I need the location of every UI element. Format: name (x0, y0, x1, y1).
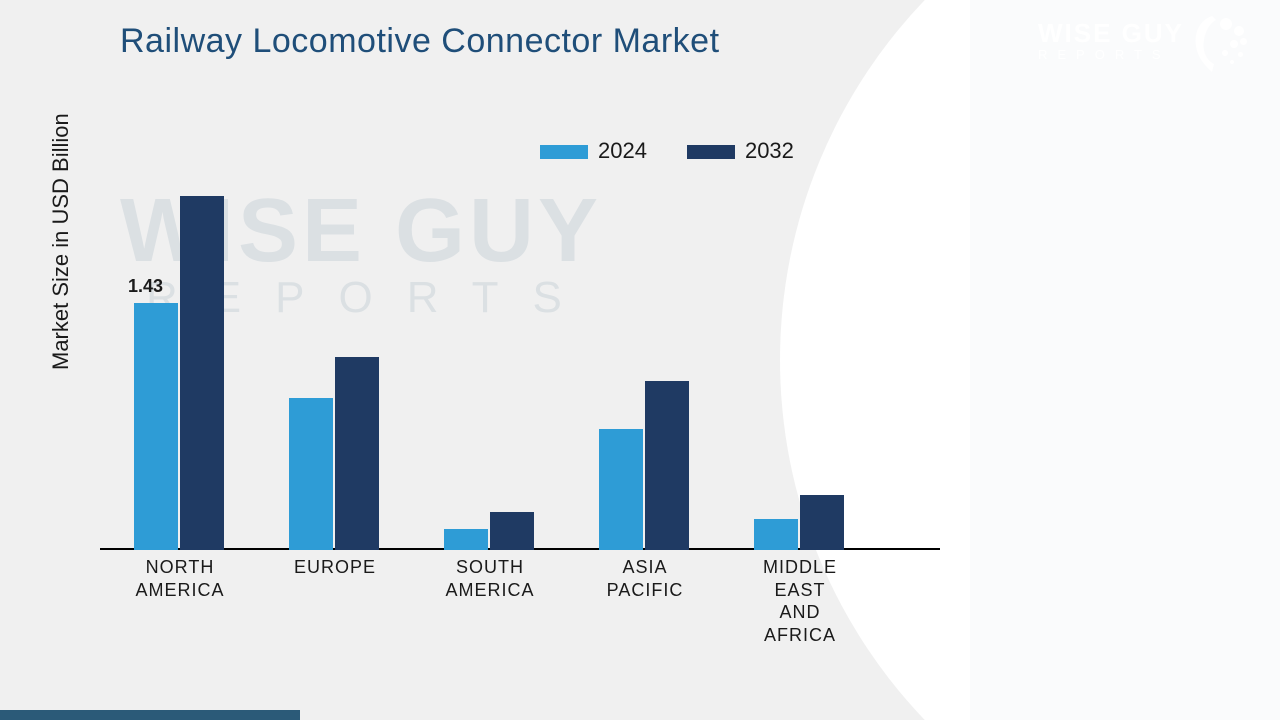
legend-label-2032: 2032 (745, 138, 794, 163)
bar-2032 (800, 495, 844, 550)
legend-item-2032: 2032 (687, 138, 794, 164)
brand-line2: REPORTS (1038, 47, 1184, 62)
category-label: MIDDLEEASTANDAFRICA (735, 556, 865, 646)
legend-swatch-2024 (540, 145, 588, 159)
bar-2024 (134, 303, 178, 550)
bar-2024 (754, 519, 798, 550)
legend-item-2024: 2024 (540, 138, 647, 164)
brand-line1: WISE GUY (1038, 18, 1184, 49)
category-label: SOUTHAMERICA (425, 556, 555, 601)
bar-2024 (444, 529, 488, 550)
legend-label-2024: 2024 (598, 138, 647, 163)
category-label: ASIAPACIFIC (580, 556, 710, 601)
bar-2032 (180, 196, 224, 550)
chart-legend: 2024 2032 (540, 138, 794, 164)
bar-2032 (645, 381, 689, 550)
brand-logo: WISE GUY REPORTS (1038, 18, 1252, 62)
bar-2032 (490, 512, 534, 550)
bar-2024 (289, 398, 333, 550)
bottom-accent-bar (0, 710, 300, 720)
category-label: EUROPE (270, 556, 400, 579)
bar-2024 (599, 429, 643, 550)
bar-value-label: 1.43 (128, 276, 163, 297)
chart-plot-area: 1.43 (100, 170, 940, 550)
chart-title: Railway Locomotive Connector Market (120, 22, 720, 61)
brand-head-icon (1192, 14, 1252, 74)
category-label: NORTHAMERICA (115, 556, 245, 601)
bar-2032 (335, 357, 379, 550)
y-axis-label: Market Size in USD Billion (48, 113, 74, 370)
legend-swatch-2032 (687, 145, 735, 159)
